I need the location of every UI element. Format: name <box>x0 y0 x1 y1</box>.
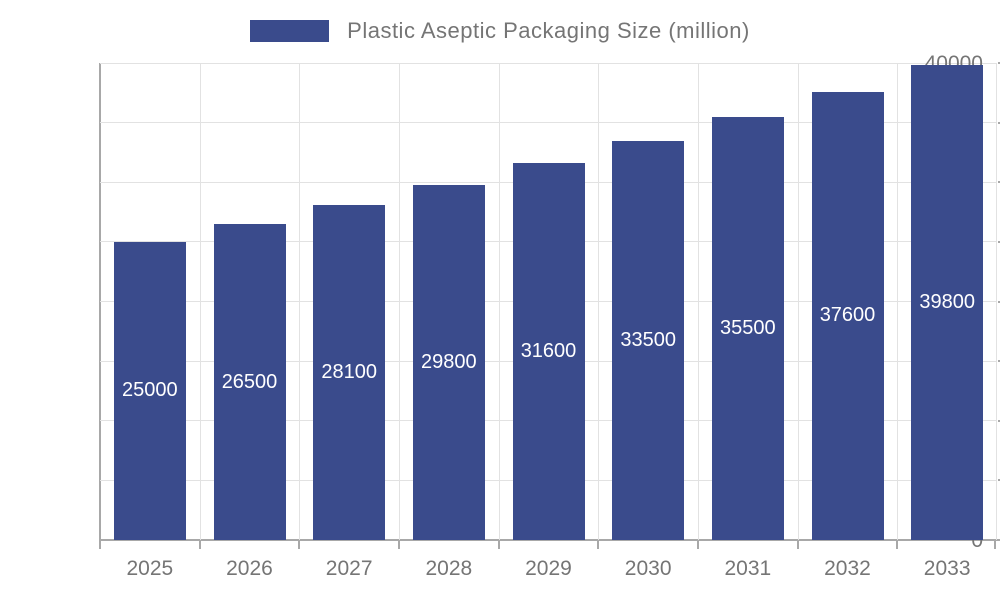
x-gridline <box>897 63 899 540</box>
x-axis-tick-label: 2032 <box>824 557 871 580</box>
x-axis-tick-label: 2026 <box>226 557 273 580</box>
bar-2028: 29800 <box>412 184 485 540</box>
x-tick-mark <box>497 541 500 549</box>
bar-value-label: 33500 <box>620 328 676 351</box>
x-tick-mark <box>298 541 301 549</box>
bar-value-label: 35500 <box>720 316 776 339</box>
legend-label: Plastic Aseptic Packaging Size (million) <box>347 18 750 43</box>
bar-value-label: 39800 <box>919 291 975 314</box>
y-tick-mark <box>998 121 1000 124</box>
y-axis-tick-label: 0 <box>971 528 983 552</box>
x-tick-mark <box>796 541 799 549</box>
y-tick-mark <box>998 539 1000 541</box>
x-gridline <box>797 63 799 540</box>
x-gridline <box>996 63 997 540</box>
legend-swatch <box>250 20 330 42</box>
bar-2031: 35500 <box>711 116 784 540</box>
bar-2025: 25000 <box>113 241 186 540</box>
y-gridline <box>100 62 997 64</box>
x-gridline <box>498 63 500 540</box>
x-tick-mark <box>697 541 699 549</box>
bar-2029: 31600 <box>512 163 585 540</box>
x-gridline <box>199 63 201 540</box>
y-gridline <box>100 122 997 124</box>
bar-value-label: 26500 <box>221 370 278 393</box>
x-tick-mark <box>896 541 899 549</box>
x-axis-tick-label: 2031 <box>724 557 772 580</box>
y-tick-mark <box>998 360 1000 363</box>
plot-area: 0500010000150002000025000300003500040000… <box>99 53 1000 580</box>
x-gridline <box>598 63 600 540</box>
bar-2033: 39800 <box>911 65 984 540</box>
bar-2026: 26500 <box>213 224 286 540</box>
bar-2027: 28100 <box>313 204 386 540</box>
bar-value-label: 29800 <box>421 350 477 373</box>
y-tick-mark <box>998 240 1000 243</box>
x-axis-tick-label: 2030 <box>624 557 672 580</box>
bar-value-label: 37600 <box>819 304 876 327</box>
bar-2032: 37600 <box>811 91 884 540</box>
y-tick-mark <box>998 300 1000 303</box>
bar-2030: 33500 <box>612 140 685 540</box>
x-gridline <box>399 63 400 540</box>
x-tick-mark <box>398 541 400 549</box>
legend: Plastic Aseptic Packaging Size (million) <box>0 18 1000 44</box>
x-axis-tick-label: 2025 <box>126 557 174 580</box>
x-axis-tick-label: 2027 <box>325 557 373 580</box>
bar-value-label: 28100 <box>321 360 377 383</box>
bar-value-label: 31600 <box>520 340 577 363</box>
x-axis-tick-label: 2033 <box>923 557 971 580</box>
x-tick-mark <box>994 541 996 549</box>
bar-value-label: 25000 <box>122 379 178 402</box>
x-tick-mark <box>99 541 101 549</box>
y-tick-mark <box>998 181 1000 184</box>
x-axis-tick-label: 2028 <box>425 557 473 580</box>
y-tick-mark <box>998 419 1000 422</box>
x-gridline <box>698 63 699 540</box>
x-axis-tick-label: 2029 <box>525 557 572 580</box>
x-tick-mark <box>198 541 201 549</box>
y-tick-mark <box>998 62 1000 64</box>
x-axis-line <box>99 539 998 541</box>
x-gridline <box>299 63 301 540</box>
x-tick-mark <box>597 541 600 549</box>
y-tick-mark <box>998 479 1000 482</box>
